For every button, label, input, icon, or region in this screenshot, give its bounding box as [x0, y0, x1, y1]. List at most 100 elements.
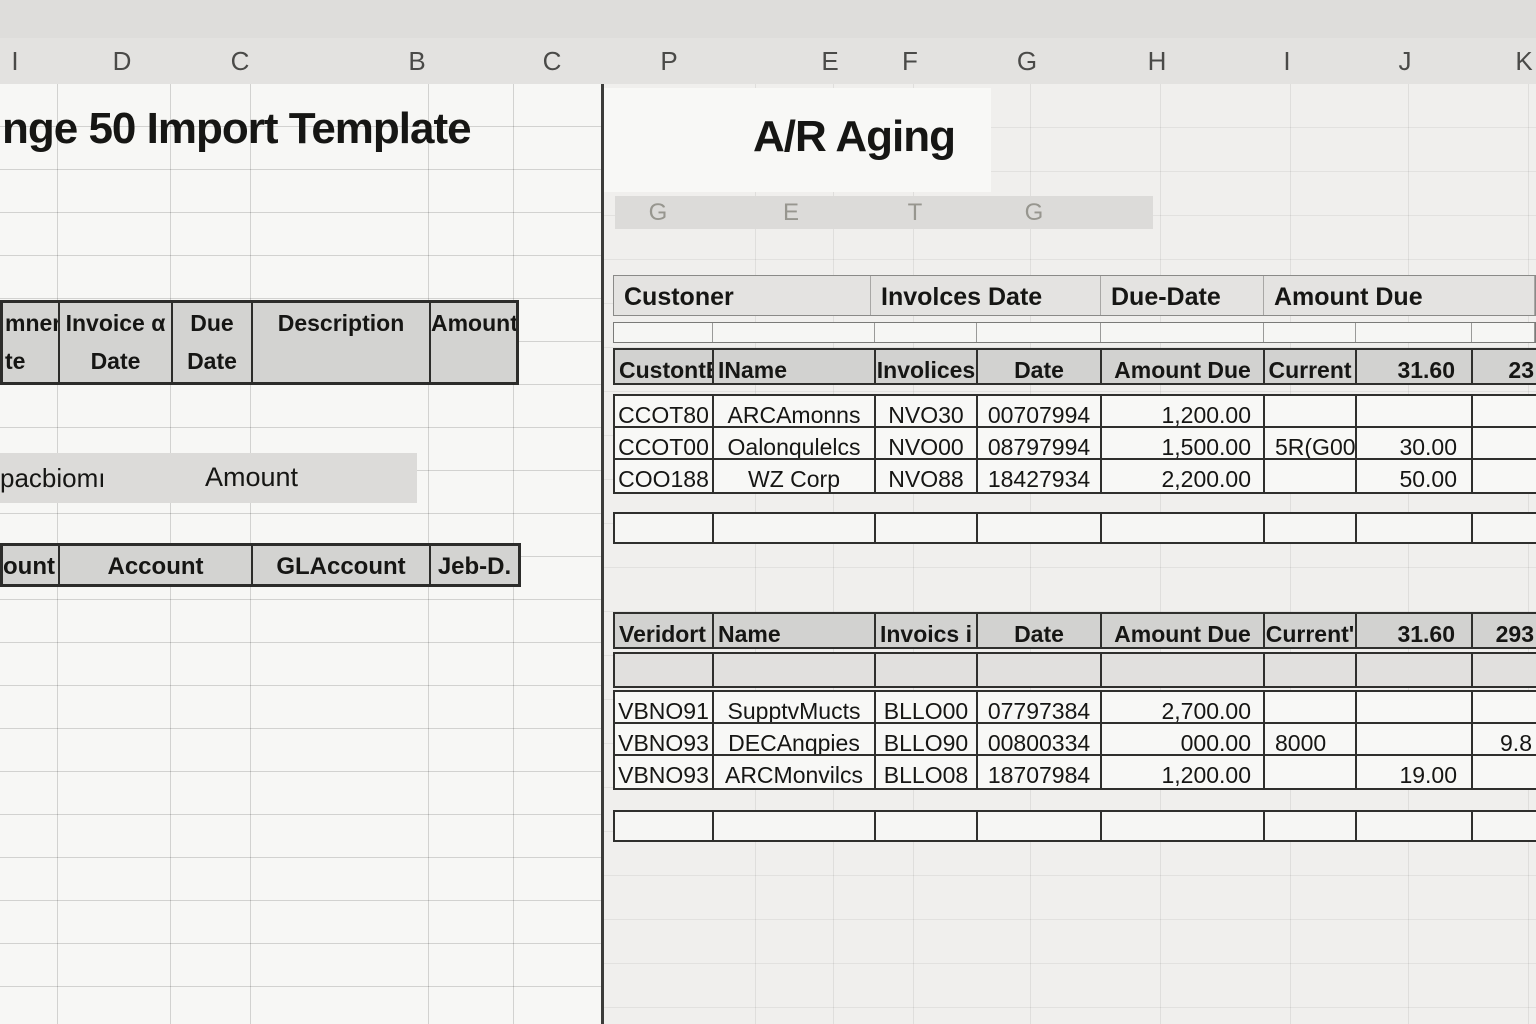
- cell[interactable]: [1357, 724, 1473, 756]
- cell[interactable]: [1473, 460, 1536, 492]
- right-sheet-title[interactable]: A/R Aging: [753, 112, 956, 161]
- cell[interactable]: 18427934: [978, 460, 1102, 492]
- cell[interactable]: [978, 812, 1102, 840]
- cell[interactable]: Date: [173, 341, 253, 382]
- cell[interactable]: Account: [60, 546, 253, 584]
- cell[interactable]: BLLO08: [876, 756, 978, 788]
- column-header-letter[interactable]: J: [1398, 46, 1412, 76]
- cell[interactable]: [1102, 812, 1265, 840]
- cell[interactable]: [1265, 460, 1357, 492]
- cell[interactable]: Involices: [876, 350, 978, 383]
- band-label-cell[interactable]: pacbiomı: [0, 453, 170, 503]
- cell[interactable]: Amount Due: [1264, 276, 1535, 315]
- cell[interactable]: CCOT80: [615, 396, 714, 428]
- cell[interactable]: 293: [1495, 621, 1534, 647]
- cell[interactable]: T: [907, 199, 923, 226]
- column-header-letter[interactable]: G: [1016, 46, 1038, 76]
- cell[interactable]: [978, 654, 1102, 686]
- left-sheet-title[interactable]: nge 50 Import Template: [2, 104, 472, 153]
- cell[interactable]: ount: [3, 546, 60, 584]
- cell[interactable]: 08797994: [978, 428, 1102, 460]
- cell[interactable]: VBNO91: [615, 692, 714, 724]
- cell[interactable]: [1102, 654, 1265, 686]
- cell[interactable]: [615, 654, 714, 686]
- cell[interactable]: [1473, 812, 1536, 840]
- cell[interactable]: [978, 514, 1102, 542]
- cell[interactable]: [1473, 756, 1536, 788]
- cell[interactable]: 07797384: [978, 692, 1102, 724]
- cell[interactable]: [1356, 323, 1472, 342]
- cell[interactable]: [1472, 323, 1535, 342]
- cell[interactable]: 1,200.00: [1102, 396, 1265, 428]
- cell[interactable]: Jeb-D.: [437, 553, 512, 580]
- cell[interactable]: [1101, 323, 1264, 342]
- cell[interactable]: NVO00: [876, 428, 978, 460]
- cell[interactable]: Date: [978, 350, 1102, 383]
- cell[interactable]: [253, 341, 431, 382]
- cell[interactable]: [1357, 514, 1473, 542]
- cell[interactable]: WZ Corp: [714, 460, 876, 492]
- cell[interactable]: [1473, 396, 1536, 428]
- cell[interactable]: [1265, 692, 1357, 724]
- empty-row[interactable]: [613, 322, 1536, 343]
- cell[interactable]: mner: [3, 303, 60, 344]
- column-header-letter[interactable]: B: [408, 46, 426, 76]
- cell[interactable]: 50.00: [1357, 460, 1473, 492]
- cell[interactable]: [876, 812, 978, 840]
- empty-row[interactable]: [613, 810, 1536, 842]
- cell[interactable]: Current': [1265, 614, 1357, 647]
- cell[interactable]: [1265, 396, 1357, 428]
- cell[interactable]: [1473, 514, 1536, 542]
- cell[interactable]: Name: [714, 614, 876, 647]
- cell[interactable]: [615, 514, 714, 542]
- column-header-letter[interactable]: P: [660, 46, 678, 76]
- cell[interactable]: [1473, 692, 1536, 724]
- cell[interactable]: E: [782, 199, 799, 226]
- cell[interactable]: [876, 514, 978, 542]
- cell[interactable]: 9.8: [1473, 724, 1536, 756]
- cell[interactable]: [714, 812, 876, 840]
- cell[interactable]: Custoner: [614, 276, 871, 315]
- cell[interactable]: VBNO93: [615, 756, 714, 788]
- cell[interactable]: Amount Due: [1102, 350, 1265, 383]
- cell[interactable]: [1265, 514, 1357, 542]
- cell[interactable]: SupptvMucts: [714, 692, 876, 724]
- empty-row[interactable]: [613, 652, 1536, 688]
- cell[interactable]: [1102, 514, 1265, 542]
- cell[interactable]: 2,700.00: [1102, 692, 1265, 724]
- cell[interactable]: Date: [60, 341, 173, 382]
- cell[interactable]: 19.00: [1357, 756, 1473, 788]
- cell[interactable]: DECAnqpies: [714, 724, 876, 756]
- cell[interactable]: Veridort: [615, 614, 714, 647]
- column-header-letter[interactable]: E: [821, 46, 839, 76]
- cell[interactable]: NVO88: [876, 460, 978, 492]
- cell[interactable]: [614, 323, 713, 342]
- cell[interactable]: 00707994: [978, 396, 1102, 428]
- cell[interactable]: GLAccount: [253, 546, 431, 584]
- cell[interactable]: G: [648, 199, 668, 226]
- cell[interactable]: Current: [1265, 350, 1357, 383]
- cell[interactable]: [1265, 654, 1357, 686]
- cell[interactable]: Invoics i: [876, 614, 978, 647]
- cell[interactable]: [1357, 812, 1473, 840]
- cell[interactable]: [615, 812, 714, 840]
- cell[interactable]: 31.60: [1357, 614, 1473, 647]
- column-header-letter[interactable]: F: [902, 46, 918, 76]
- cell[interactable]: CustontE: [615, 350, 714, 383]
- cell[interactable]: [1265, 756, 1357, 788]
- cell[interactable]: 23: [1508, 357, 1534, 383]
- cell[interactable]: ARCMonvilcs: [714, 756, 876, 788]
- cell[interactable]: Date: [978, 614, 1102, 647]
- column-header-letter[interactable]: I: [11, 46, 19, 76]
- cell[interactable]: [876, 654, 978, 686]
- cell[interactable]: IName: [714, 350, 876, 383]
- cell[interactable]: 1,200.00: [1102, 756, 1265, 788]
- cell[interactable]: 8000: [1265, 724, 1357, 756]
- cell[interactable]: 00800334: [978, 724, 1102, 756]
- cell[interactable]: 5R(G00: [1265, 428, 1357, 460]
- cell[interactable]: [1357, 396, 1473, 428]
- cell[interactable]: 000.00: [1102, 724, 1265, 756]
- cell[interactable]: [1357, 654, 1473, 686]
- cell[interactable]: Amount Due: [1102, 614, 1265, 647]
- cell[interactable]: te: [3, 341, 60, 382]
